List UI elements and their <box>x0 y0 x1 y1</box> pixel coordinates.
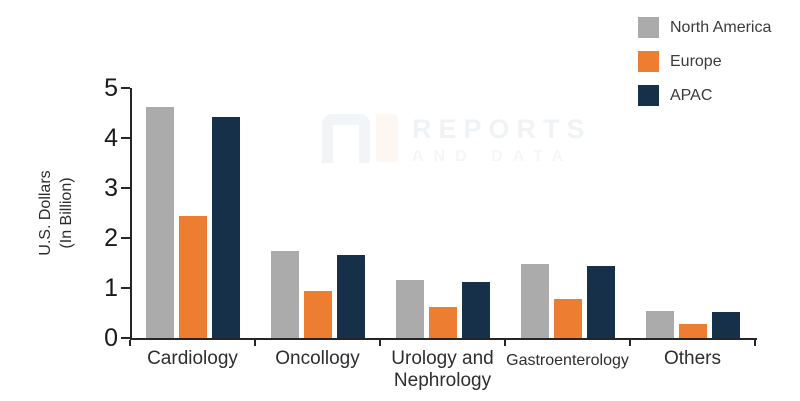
y-tick-label-4: 4 <box>104 124 118 152</box>
bar-north-america-others <box>645 310 674 338</box>
x-tick-mark <box>129 340 131 346</box>
y-tick-label-5: 5 <box>104 74 118 102</box>
legend-item-north-america: North America <box>638 17 771 38</box>
x-category-label-oncollogy: Oncollogy <box>275 348 360 369</box>
bar-apac-urology-and-nephrology <box>461 282 490 338</box>
legend: North America Europe APAC <box>638 17 771 119</box>
plot-area <box>130 88 757 340</box>
y-axis-title-line2: (In Billion) <box>57 177 75 249</box>
x-category-label-others: Others <box>663 348 722 369</box>
bar-apac-oncollogy <box>336 254 365 338</box>
bar-europe-cardiology <box>178 215 207 338</box>
bar-apac-cardiology <box>211 117 240 338</box>
legend-label-apac: APAC <box>670 86 713 104</box>
legend-item-apac: APAC <box>638 85 771 106</box>
bar-europe-oncollogy <box>303 290 332 338</box>
bar-north-america-oncollogy <box>270 250 299 338</box>
x-category-label-cardiology: Cardiology <box>147 348 238 369</box>
bar-north-america-gastroenterology <box>520 264 549 338</box>
legend-label-north-america: North America <box>670 18 772 36</box>
bar-europe-others <box>678 324 707 338</box>
bar-north-america-cardiology <box>145 107 174 338</box>
y-tick-mark <box>121 187 130 189</box>
legend-label-europe: Europe <box>670 52 722 70</box>
legend-swatch-apac <box>638 85 659 106</box>
legend-swatch-north-america <box>638 17 659 38</box>
y-axis-title-line1: U.S. Dollars <box>37 170 54 256</box>
x-tick-mark <box>504 340 506 346</box>
y-tick-label-1: 1 <box>104 274 118 302</box>
bar-apac-gastroenterology <box>586 266 615 338</box>
x-tick-mark <box>754 340 756 346</box>
y-tick-label-0: 0 <box>104 324 118 352</box>
bar-europe-gastroenterology <box>553 299 582 338</box>
y-tick-mark <box>121 237 130 239</box>
y-tick-mark <box>121 137 130 139</box>
x-tick-mark <box>629 340 631 346</box>
x-category-label-gastroenterology: Gastroenterology <box>506 352 629 369</box>
y-tick-mark <box>121 337 130 339</box>
x-tick-mark <box>379 340 381 346</box>
y-tick-label-2: 2 <box>104 224 118 252</box>
y-axis-title: U.S. Dollars (In Billion) <box>36 83 78 343</box>
y-tick-mark <box>121 287 130 289</box>
legend-item-europe: Europe <box>638 51 771 72</box>
bar-europe-urology-and-nephrology <box>428 306 457 338</box>
legend-swatch-europe <box>638 51 659 72</box>
x-tick-mark <box>254 340 256 346</box>
y-tick-label-3: 3 <box>104 174 118 202</box>
y-tick-mark <box>121 87 130 89</box>
bar-north-america-urology-and-nephrology <box>395 279 424 338</box>
x-category-label-urology-and-nephrology: Urology and Nephrology <box>391 348 494 391</box>
bar-apac-others <box>711 312 740 338</box>
